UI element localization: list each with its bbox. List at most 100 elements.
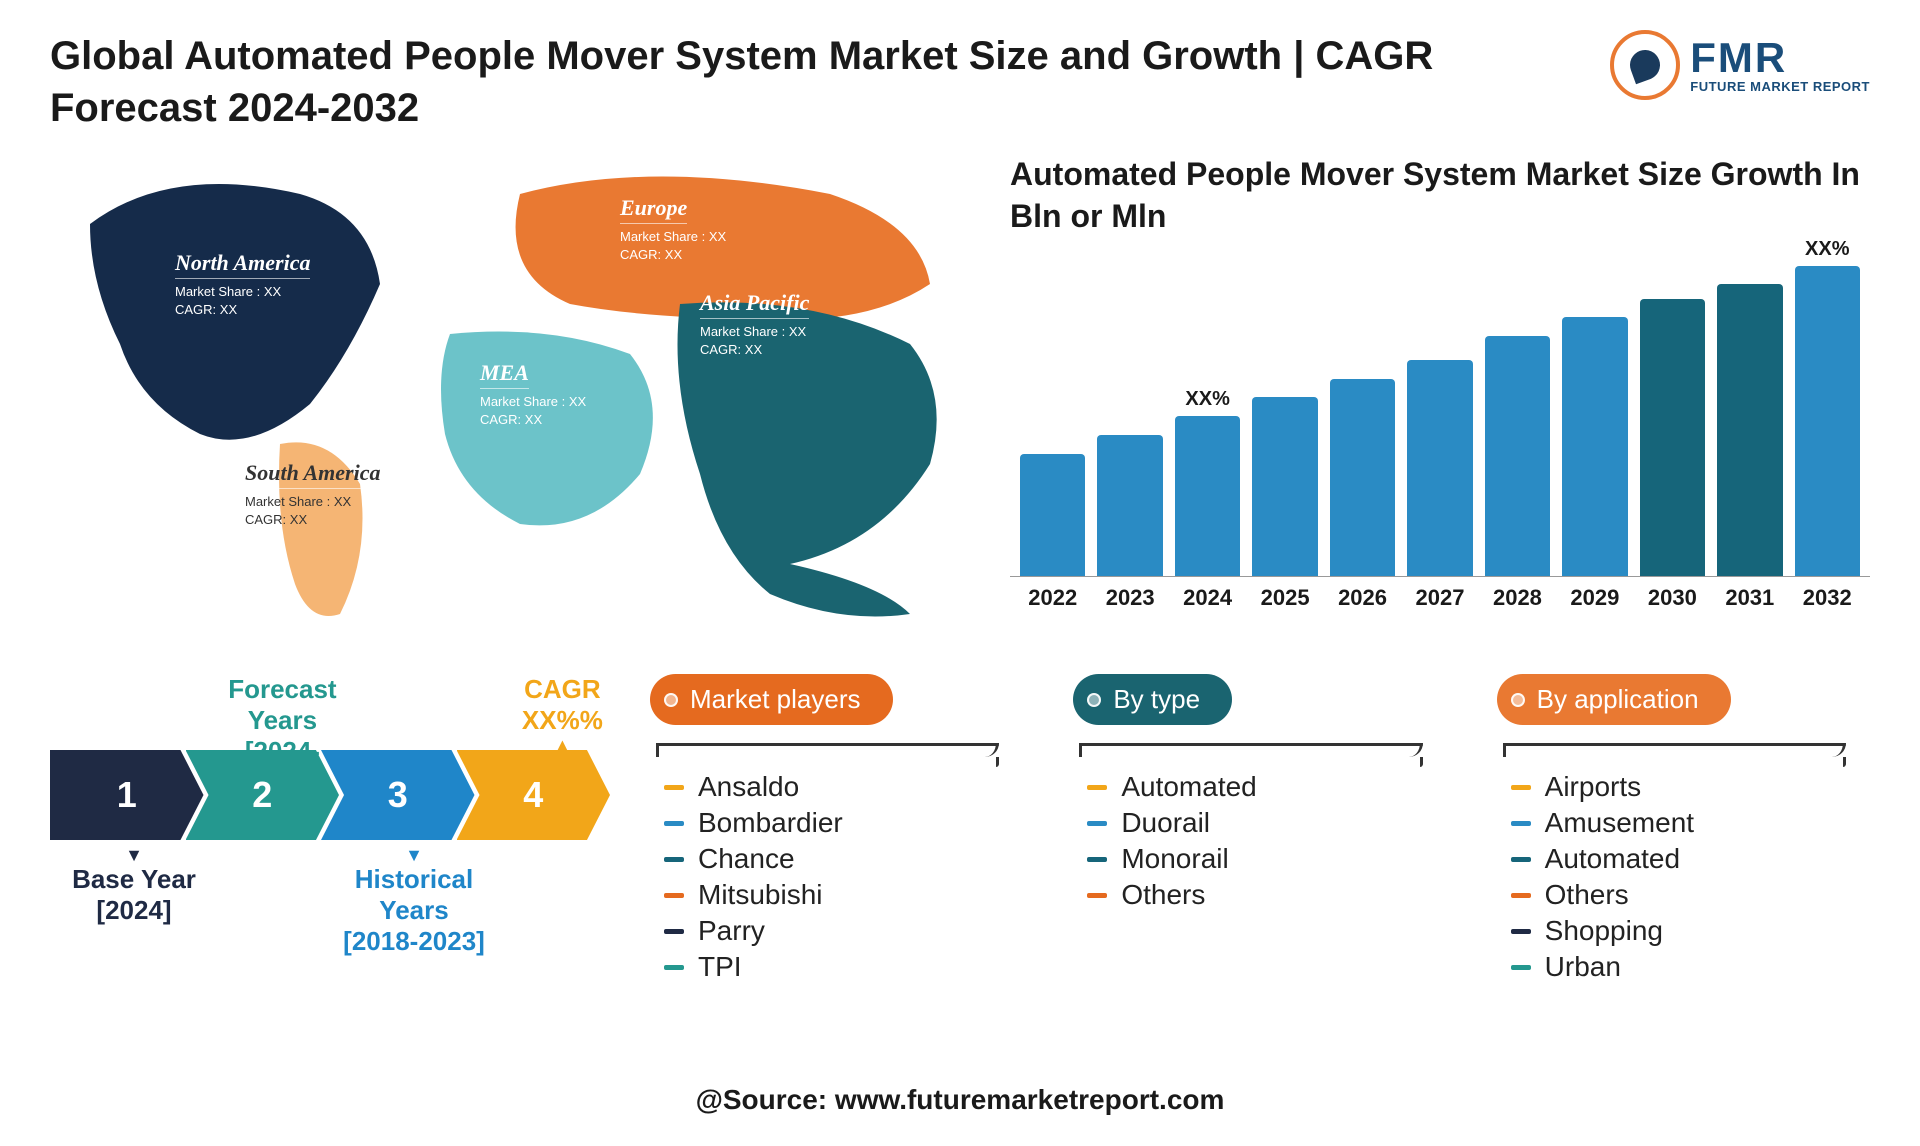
tick-icon	[664, 965, 684, 970]
segment-list: AutomatedDuorailMonorailOthers	[1073, 771, 1446, 911]
tick-icon	[1087, 857, 1107, 862]
pill-dot-icon	[1087, 693, 1101, 707]
bar-col-2027	[1407, 360, 1472, 576]
region-share: Market Share : XX	[480, 393, 586, 411]
tick-icon	[1511, 785, 1531, 790]
list-item-label: Airports	[1545, 771, 1641, 803]
bar-chart: Automated People Mover System Market Siz…	[1010, 154, 1870, 634]
list-item: Automated	[1511, 843, 1870, 875]
tick-icon	[1511, 821, 1531, 826]
year-label: 2030	[1640, 585, 1705, 611]
year-label: 2031	[1717, 585, 1782, 611]
timeline-step-4: 4	[457, 750, 611, 840]
map-region-sa: South AmericaMarket Share : XXCAGR: XX	[235, 454, 391, 535]
tick-icon	[664, 857, 684, 862]
bar	[1717, 284, 1782, 576]
list-item: Ansaldo	[664, 771, 1023, 803]
region-name: Europe	[620, 195, 687, 224]
list-item: Automated	[1087, 771, 1446, 803]
segment-bracket-icon	[656, 743, 999, 757]
tick-icon	[664, 821, 684, 826]
list-item: Shopping	[1511, 915, 1870, 947]
list-item: TPI	[664, 951, 1023, 983]
segment-pill: By application	[1497, 674, 1731, 725]
segment-bracket-icon	[1079, 743, 1422, 757]
tick-icon	[1511, 893, 1531, 898]
logo-text-fmr: FMR	[1690, 37, 1870, 79]
list-item-label: Shopping	[1545, 915, 1663, 947]
region-share: Market Share : XX	[700, 323, 809, 341]
timeline-step-2: 2	[186, 750, 340, 840]
tick-icon	[1087, 821, 1107, 826]
tick-icon	[1511, 965, 1531, 970]
bar-col-2030	[1640, 299, 1705, 577]
tick-icon	[1511, 929, 1531, 934]
list-item: Airports	[1511, 771, 1870, 803]
list-item: Amusement	[1511, 807, 1870, 839]
list-item: Others	[1511, 879, 1870, 911]
list-item: Parry	[664, 915, 1023, 947]
bar	[1795, 266, 1860, 577]
bar-col-2022	[1020, 454, 1085, 576]
bar	[1330, 379, 1395, 577]
bar-col-2023	[1097, 435, 1162, 576]
segment-title: By application	[1537, 684, 1699, 715]
bar	[1485, 336, 1550, 576]
list-item-label: Mitsubishi	[698, 879, 822, 911]
bar-col-2029	[1562, 317, 1627, 576]
region-cagr: CAGR: XX	[620, 246, 726, 264]
year-label: 2022	[1020, 585, 1085, 611]
tick-icon	[1087, 785, 1107, 790]
tick-icon	[1087, 893, 1107, 898]
segment-market-players: Market playersAnsaldoBombardierChanceMit…	[650, 674, 1023, 987]
bar-col-2032: XX%	[1795, 266, 1860, 577]
list-item: Urban	[1511, 951, 1870, 983]
timeline-bottom-label: ▼Historical Years[2018-2023]	[330, 846, 498, 957]
list-item-label: Bombardier	[698, 807, 843, 839]
region-cagr: CAGR: XX	[175, 301, 310, 319]
segment-list: Airports Amusement Automated Others Shopping…	[1497, 771, 1870, 983]
region-name: North America	[175, 250, 310, 279]
timeline: Forecast Years[2024-2032]▲CAGRXX%%▲ 1234…	[50, 674, 610, 926]
bar	[1020, 454, 1085, 576]
segment-pill: By type	[1073, 674, 1232, 725]
bar-col-2031	[1717, 284, 1782, 576]
bar-col-2024: XX%	[1175, 416, 1240, 576]
logo: FMR FUTURE MARKET REPORT	[1610, 30, 1870, 100]
list-item-label: Amusement	[1545, 807, 1694, 839]
list-item-label: Urban	[1545, 951, 1621, 983]
year-label: 2028	[1485, 585, 1550, 611]
bar	[1407, 360, 1472, 576]
year-label: 2032	[1795, 585, 1860, 611]
region-share: Market Share : XX	[620, 228, 726, 246]
segment-by-application: By application Airports Amusement Automated…	[1497, 674, 1870, 987]
region-name: Asia Pacific	[700, 290, 809, 319]
timeline-top-label: CAGRXX%%▲	[492, 674, 632, 754]
region-cagr: CAGR: XX	[245, 511, 381, 529]
list-item-label: Others	[1121, 879, 1205, 911]
list-item-label: Automated	[1545, 843, 1680, 875]
region-name: MEA	[480, 360, 529, 389]
list-item-label: Parry	[698, 915, 765, 947]
bar-annotation: XX%	[1185, 388, 1229, 411]
region-share: Market Share : XX	[175, 283, 310, 301]
segment-by-type: By type AutomatedDuorailMonorailOthers	[1073, 674, 1446, 987]
list-item: Mitsubishi	[664, 879, 1023, 911]
map-region-na: North America Market Share : XXCAGR: XX	[165, 244, 320, 325]
region-cagr: CAGR: XX	[480, 411, 586, 429]
bar-chart-title: Automated People Mover System Market Siz…	[1010, 154, 1870, 237]
bar-annotation: XX%	[1805, 238, 1849, 261]
page-title: Global Automated People Mover System Mar…	[50, 30, 1450, 134]
pill-dot-icon	[1511, 693, 1525, 707]
tick-icon	[664, 929, 684, 934]
segment-bracket-icon	[1503, 743, 1846, 757]
segment-title: By type	[1113, 684, 1200, 715]
bar-col-2025	[1252, 397, 1317, 576]
region-name: South America	[245, 460, 381, 489]
list-item-label: Others	[1545, 879, 1629, 911]
bar-col-2026	[1330, 379, 1395, 577]
world-map: North AmericaMarket Share : XXCAGR: XXSo…	[50, 154, 970, 634]
list-item: Chance	[664, 843, 1023, 875]
year-label: 2024	[1175, 585, 1240, 611]
map-region-mea: MEA Market Share : XXCAGR: XX	[470, 354, 596, 435]
